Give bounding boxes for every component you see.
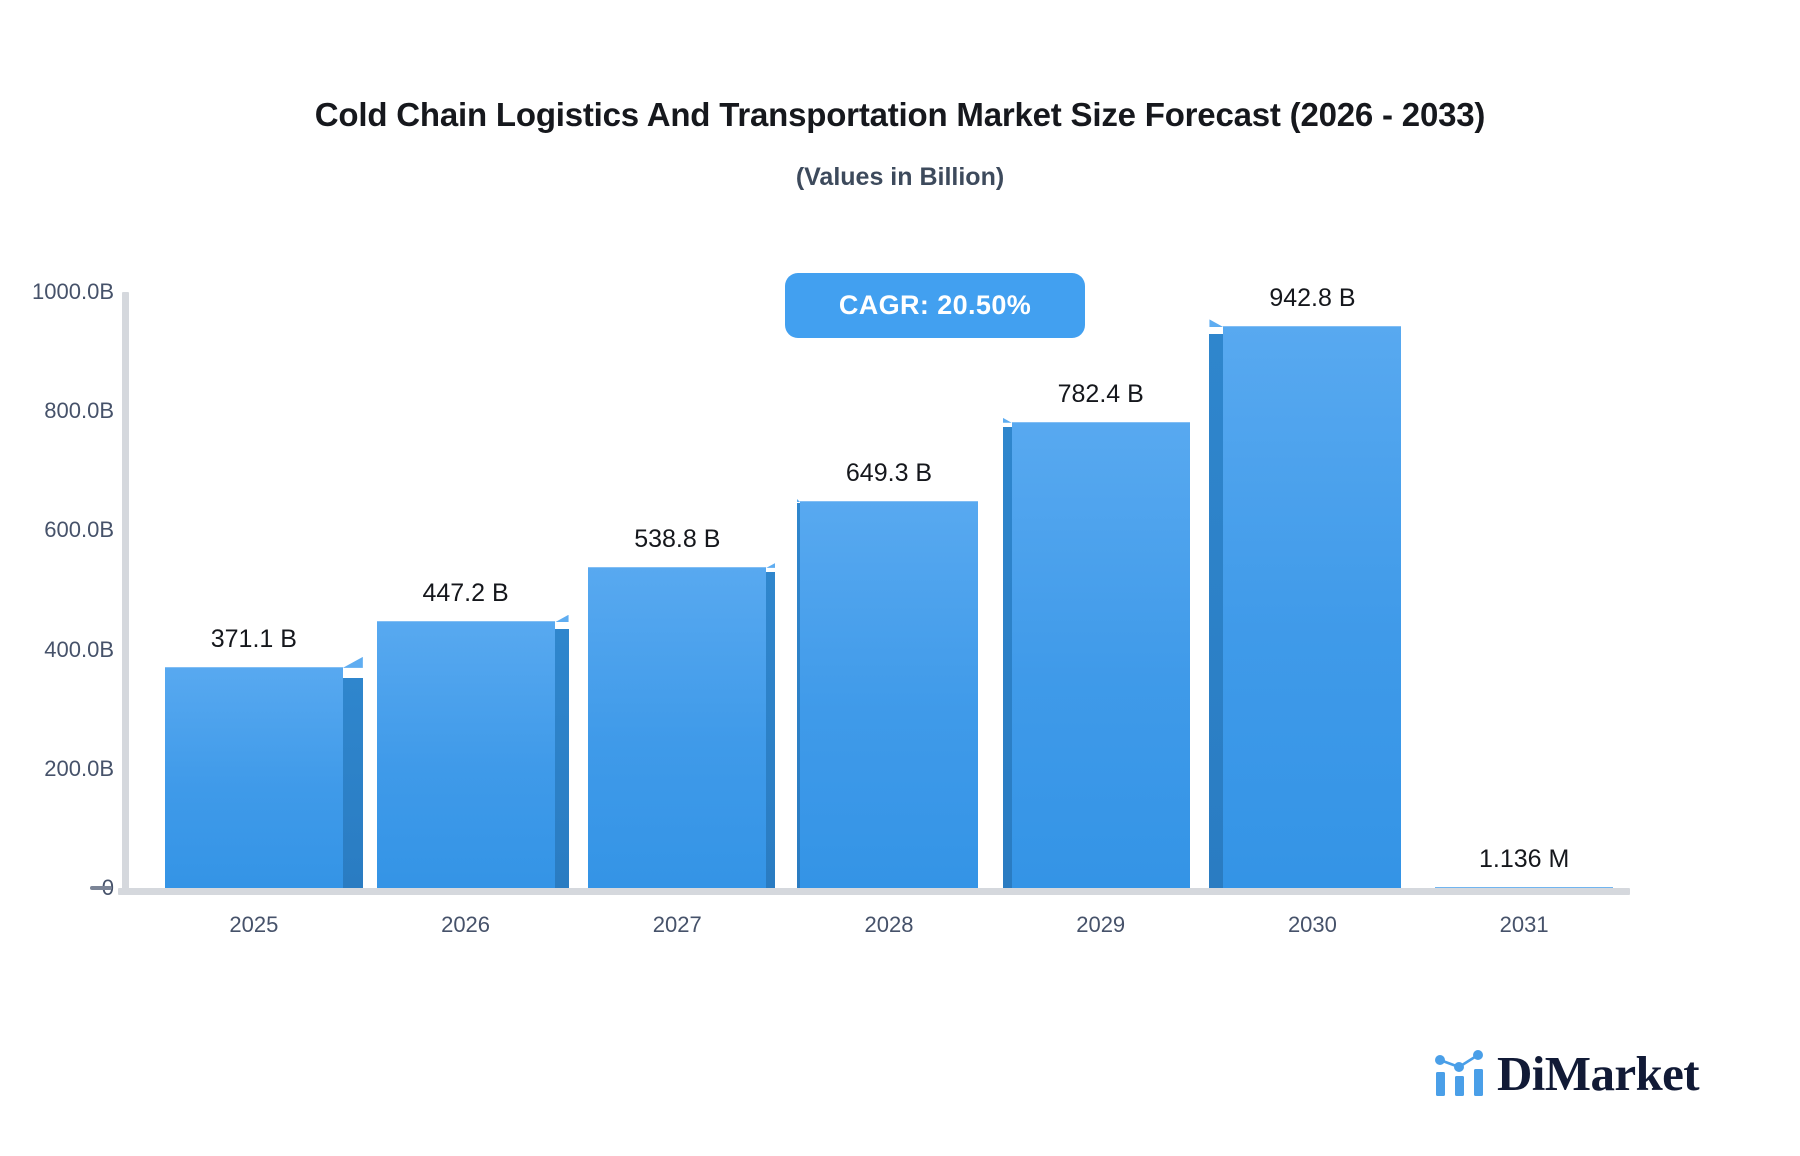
bar-top-face [342,656,363,668]
bar-2028[interactable]: 649.3 B 2028 [797,292,978,937]
bar-value-label: 942.8 B [1269,284,1356,313]
y-axis-line [122,292,129,892]
bar-value-label: 649.3 B [845,459,933,488]
bar-top-face [1209,319,1224,328]
chart-title: Cold Chain Logistics And Transportation … [314,96,1486,133]
bar-depth-face [1002,426,1012,888]
bar-front-face [1223,326,1402,888]
x-axis-tick-label: 2025 [229,912,279,937]
bar-front-face [376,621,555,888]
bar-2025[interactable]: 371.1 B 2025 [164,292,363,937]
bar-top-face [554,614,569,623]
x-axis-tick-label: 2030 [1287,912,1337,937]
bar-2029[interactable]: 782.4 B 2029 [1002,292,1190,937]
y-axis-tick-label: 200.0B [44,755,114,781]
y-axis-tick-mark [90,886,112,890]
bar-value-label: 371.1 B [210,624,297,653]
bar-chart-logo-icon [1435,1050,1483,1096]
y-axis-tick-label: 600.0B [44,517,114,543]
bar-front-face [1011,421,1190,888]
bar-depth-face [554,629,569,888]
bar-2027[interactable]: 538.8 B 2027 [588,292,776,937]
cagr-badge-label: CAGR: 20.50% [838,290,1032,320]
chart-subtitle: (Values in Billion) [795,163,1005,191]
bar-2031[interactable]: 1.136 M 2031 [1435,292,1614,937]
x-axis-tick-label: 2026 [441,912,491,937]
y-axis-tick-label: 400.0B [44,636,114,662]
bar-front-face [1435,887,1614,888]
bar-depth-face [797,502,800,888]
x-axis-line [118,888,1630,895]
y-axis-tick-label: 1000.0B [32,279,114,304]
bar-value-label: 538.8 B [634,524,721,553]
bar-value-label: 447.2 B [422,579,509,608]
bar-front-face [800,501,978,888]
bar-top-face [766,562,776,568]
bar-depth-face [342,677,363,888]
dimarket-logo: DiMarket [1434,1045,1700,1101]
bar-value-label: 1.136 M [1478,845,1570,873]
bar-front-face [164,666,343,888]
bar-2030[interactable]: 942.8 B 2030 [1209,284,1402,937]
x-axis-tick-label: 2029 [1076,912,1126,937]
bar-depth-face [766,571,776,888]
y-axis-tick-label: 800.0B [44,398,114,424]
bar-front-face [588,566,767,888]
bar-top-face [797,499,800,503]
bar-depth-face [1209,333,1224,888]
x-axis-tick-label: 2031 [1499,912,1549,937]
logo-wordmark: DiMarket [1497,1045,1700,1101]
x-axis-tick-label: 2027 [652,912,702,937]
bar-top-face [1002,417,1012,423]
bar-2026[interactable]: 447.2 B 2026 [376,292,569,937]
cagr-badge: CAGR: 20.50% [785,273,1085,338]
x-axis-tick-label: 2028 [864,912,914,937]
bar-value-label: 782.4 B [1057,379,1144,408]
